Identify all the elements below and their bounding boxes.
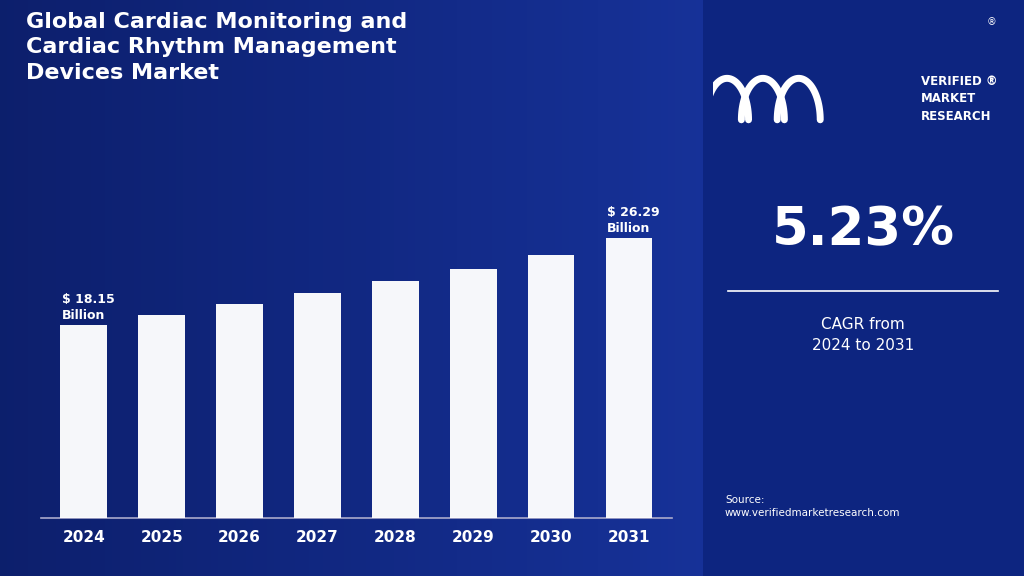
- Bar: [527, 255, 574, 518]
- Text: $ 18.15
Billion: $ 18.15 Billion: [62, 293, 115, 322]
- Bar: [372, 281, 419, 518]
- Bar: [60, 325, 108, 518]
- Text: VERIFIED ®
MARKET
RESEARCH: VERIFIED ® MARKET RESEARCH: [922, 75, 997, 123]
- Text: ®: ®: [987, 17, 996, 27]
- Bar: [294, 293, 341, 518]
- Text: CAGR from
2024 to 2031: CAGR from 2024 to 2031: [812, 317, 914, 354]
- Text: Global Cardiac Monitoring and
Cardiac Rhythm Management
Devices Market: Global Cardiac Monitoring and Cardiac Rh…: [26, 12, 407, 83]
- Bar: [605, 238, 652, 518]
- Text: 5.23%: 5.23%: [772, 204, 954, 256]
- Text: Source:
www.verifiedmarketresearch.com: Source: www.verifiedmarketresearch.com: [725, 495, 900, 518]
- Bar: [138, 315, 185, 518]
- Bar: [450, 269, 497, 518]
- Bar: [216, 304, 263, 518]
- Text: $ 26.29
Billion: $ 26.29 Billion: [607, 206, 659, 235]
